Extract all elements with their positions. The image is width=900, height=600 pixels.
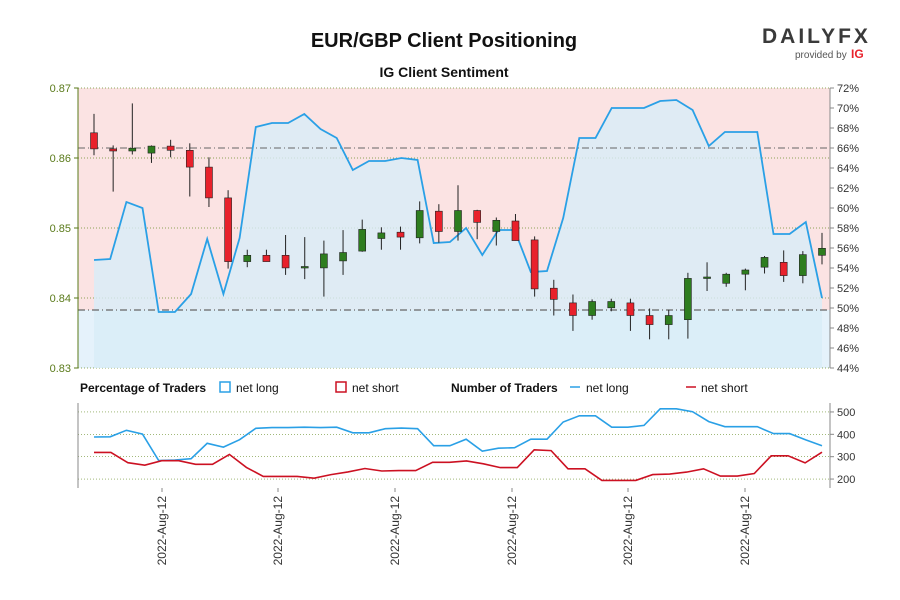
right-tick-label: 68% xyxy=(837,123,859,135)
right-tick-label: 70% xyxy=(837,103,859,115)
candle-up xyxy=(300,266,309,269)
candle-up xyxy=(722,273,731,284)
left-tick-label: 0.83 xyxy=(50,363,71,375)
legend-net-long-num-label: net long xyxy=(586,381,629,395)
candle-up xyxy=(377,232,386,239)
candle-up xyxy=(760,257,769,268)
candle-up xyxy=(799,254,807,276)
x-tick-label: 2022-Aug-12 xyxy=(271,496,285,566)
candle-down xyxy=(90,132,98,150)
legend-net-long-pct-swatch xyxy=(219,381,231,393)
right-tick-label: 52% xyxy=(837,283,859,295)
chart-subtitle: IG Client Sentiment xyxy=(379,64,508,80)
candle-down xyxy=(166,145,175,151)
x-tick-label: 2022-Aug-12 xyxy=(621,496,635,566)
candle-down xyxy=(530,239,539,290)
lower-tick-label: 300 xyxy=(837,452,855,464)
logo-wordmark: DAILYFX xyxy=(762,25,871,48)
legend: Percentage of Traders net long net short… xyxy=(80,381,748,395)
candle-up xyxy=(358,229,367,252)
traders-net-long-line xyxy=(93,408,823,462)
legend-pct-heading: Percentage of Traders xyxy=(80,381,206,395)
candle-down xyxy=(626,302,635,316)
trader-count-panel: 200 300 400 500 xyxy=(77,403,855,488)
right-tick-label: 46% xyxy=(837,343,859,355)
dailyfx-logo: DAILYFX provided by IG xyxy=(762,25,871,61)
right-tick-label: 50% xyxy=(837,303,859,315)
legend-net-short-num-label: net short xyxy=(701,381,748,395)
right-tick-label: 72% xyxy=(837,83,859,95)
legend-net-short-pct-swatch xyxy=(335,381,347,393)
lower-tick-label: 400 xyxy=(837,429,855,441)
candle-up xyxy=(684,278,692,320)
x-tick-label: 2022-Aug-12 xyxy=(388,496,402,566)
candle-up xyxy=(741,269,750,275)
candle-down xyxy=(396,231,405,238)
lower-tick-label: 200 xyxy=(837,474,855,486)
logo-ig: IG xyxy=(851,47,864,61)
candle-down xyxy=(281,255,290,269)
candle-up xyxy=(339,252,347,262)
right-tick-label: 62% xyxy=(837,183,859,195)
candle-up xyxy=(588,301,596,316)
right-tick-label: 66% xyxy=(837,143,859,155)
right-tick-label: 60% xyxy=(837,203,859,215)
candle-up xyxy=(128,147,137,152)
legend-num-heading: Number of Traders xyxy=(451,381,558,395)
candle-up xyxy=(492,220,501,232)
candle-up xyxy=(818,248,826,256)
candle-down xyxy=(473,210,481,223)
candle-down xyxy=(779,261,788,276)
x-axis: 2022-Aug-12 2022-Aug-12 2022-Aug-12 2022-Au… xyxy=(155,488,752,565)
traders-net-short-line xyxy=(94,448,823,482)
candle-down xyxy=(435,210,443,232)
candle-down xyxy=(224,197,232,262)
candle-down xyxy=(645,315,654,325)
right-tick-label: 54% xyxy=(837,263,859,275)
left-tick-label: 0.84 xyxy=(50,293,71,305)
legend-net-long-pct-label: net long xyxy=(236,381,279,395)
candle-down xyxy=(109,148,117,152)
candle-down xyxy=(569,302,577,316)
chart-title: EUR/GBP Client Positioning xyxy=(311,30,577,52)
right-tick-label: 48% xyxy=(837,323,859,335)
candle-up xyxy=(243,255,252,262)
x-tick-label: 2022-Aug-12 xyxy=(505,496,519,566)
candle-down xyxy=(205,166,213,199)
legend-net-short-pct-label: net short xyxy=(352,381,399,395)
candle-down xyxy=(262,255,271,262)
right-tick-label: 56% xyxy=(837,243,859,255)
candle-up xyxy=(454,210,462,232)
lower-tick-label: 500 xyxy=(837,407,855,419)
candle-down xyxy=(185,150,194,168)
price-sentiment-panel: 0.83 0.84 0.85 0.86 0.87 44% 46% 48% 50% 52% 54% 56… xyxy=(50,83,860,375)
left-tick-label: 0.87 xyxy=(50,83,71,95)
right-tick-label: 44% xyxy=(837,363,859,375)
candle-up xyxy=(607,301,616,309)
x-tick-label: 2022-Aug-12 xyxy=(738,496,752,566)
candle-up xyxy=(415,210,424,239)
right-tick-label: 64% xyxy=(837,163,859,175)
right-tick-label: 58% xyxy=(837,223,859,235)
left-tick-label: 0.86 xyxy=(50,153,71,165)
net-long-area xyxy=(94,100,822,368)
candle-down xyxy=(549,287,558,300)
left-tick-label: 0.85 xyxy=(50,223,71,235)
x-tick-label: 2022-Aug-12 xyxy=(155,496,169,566)
candle-down xyxy=(511,220,520,241)
logo-provided-by: provided by xyxy=(795,50,847,61)
candle-up xyxy=(147,145,156,154)
candle-up xyxy=(703,276,711,279)
candle-up xyxy=(664,315,673,325)
candle-up xyxy=(320,253,328,269)
